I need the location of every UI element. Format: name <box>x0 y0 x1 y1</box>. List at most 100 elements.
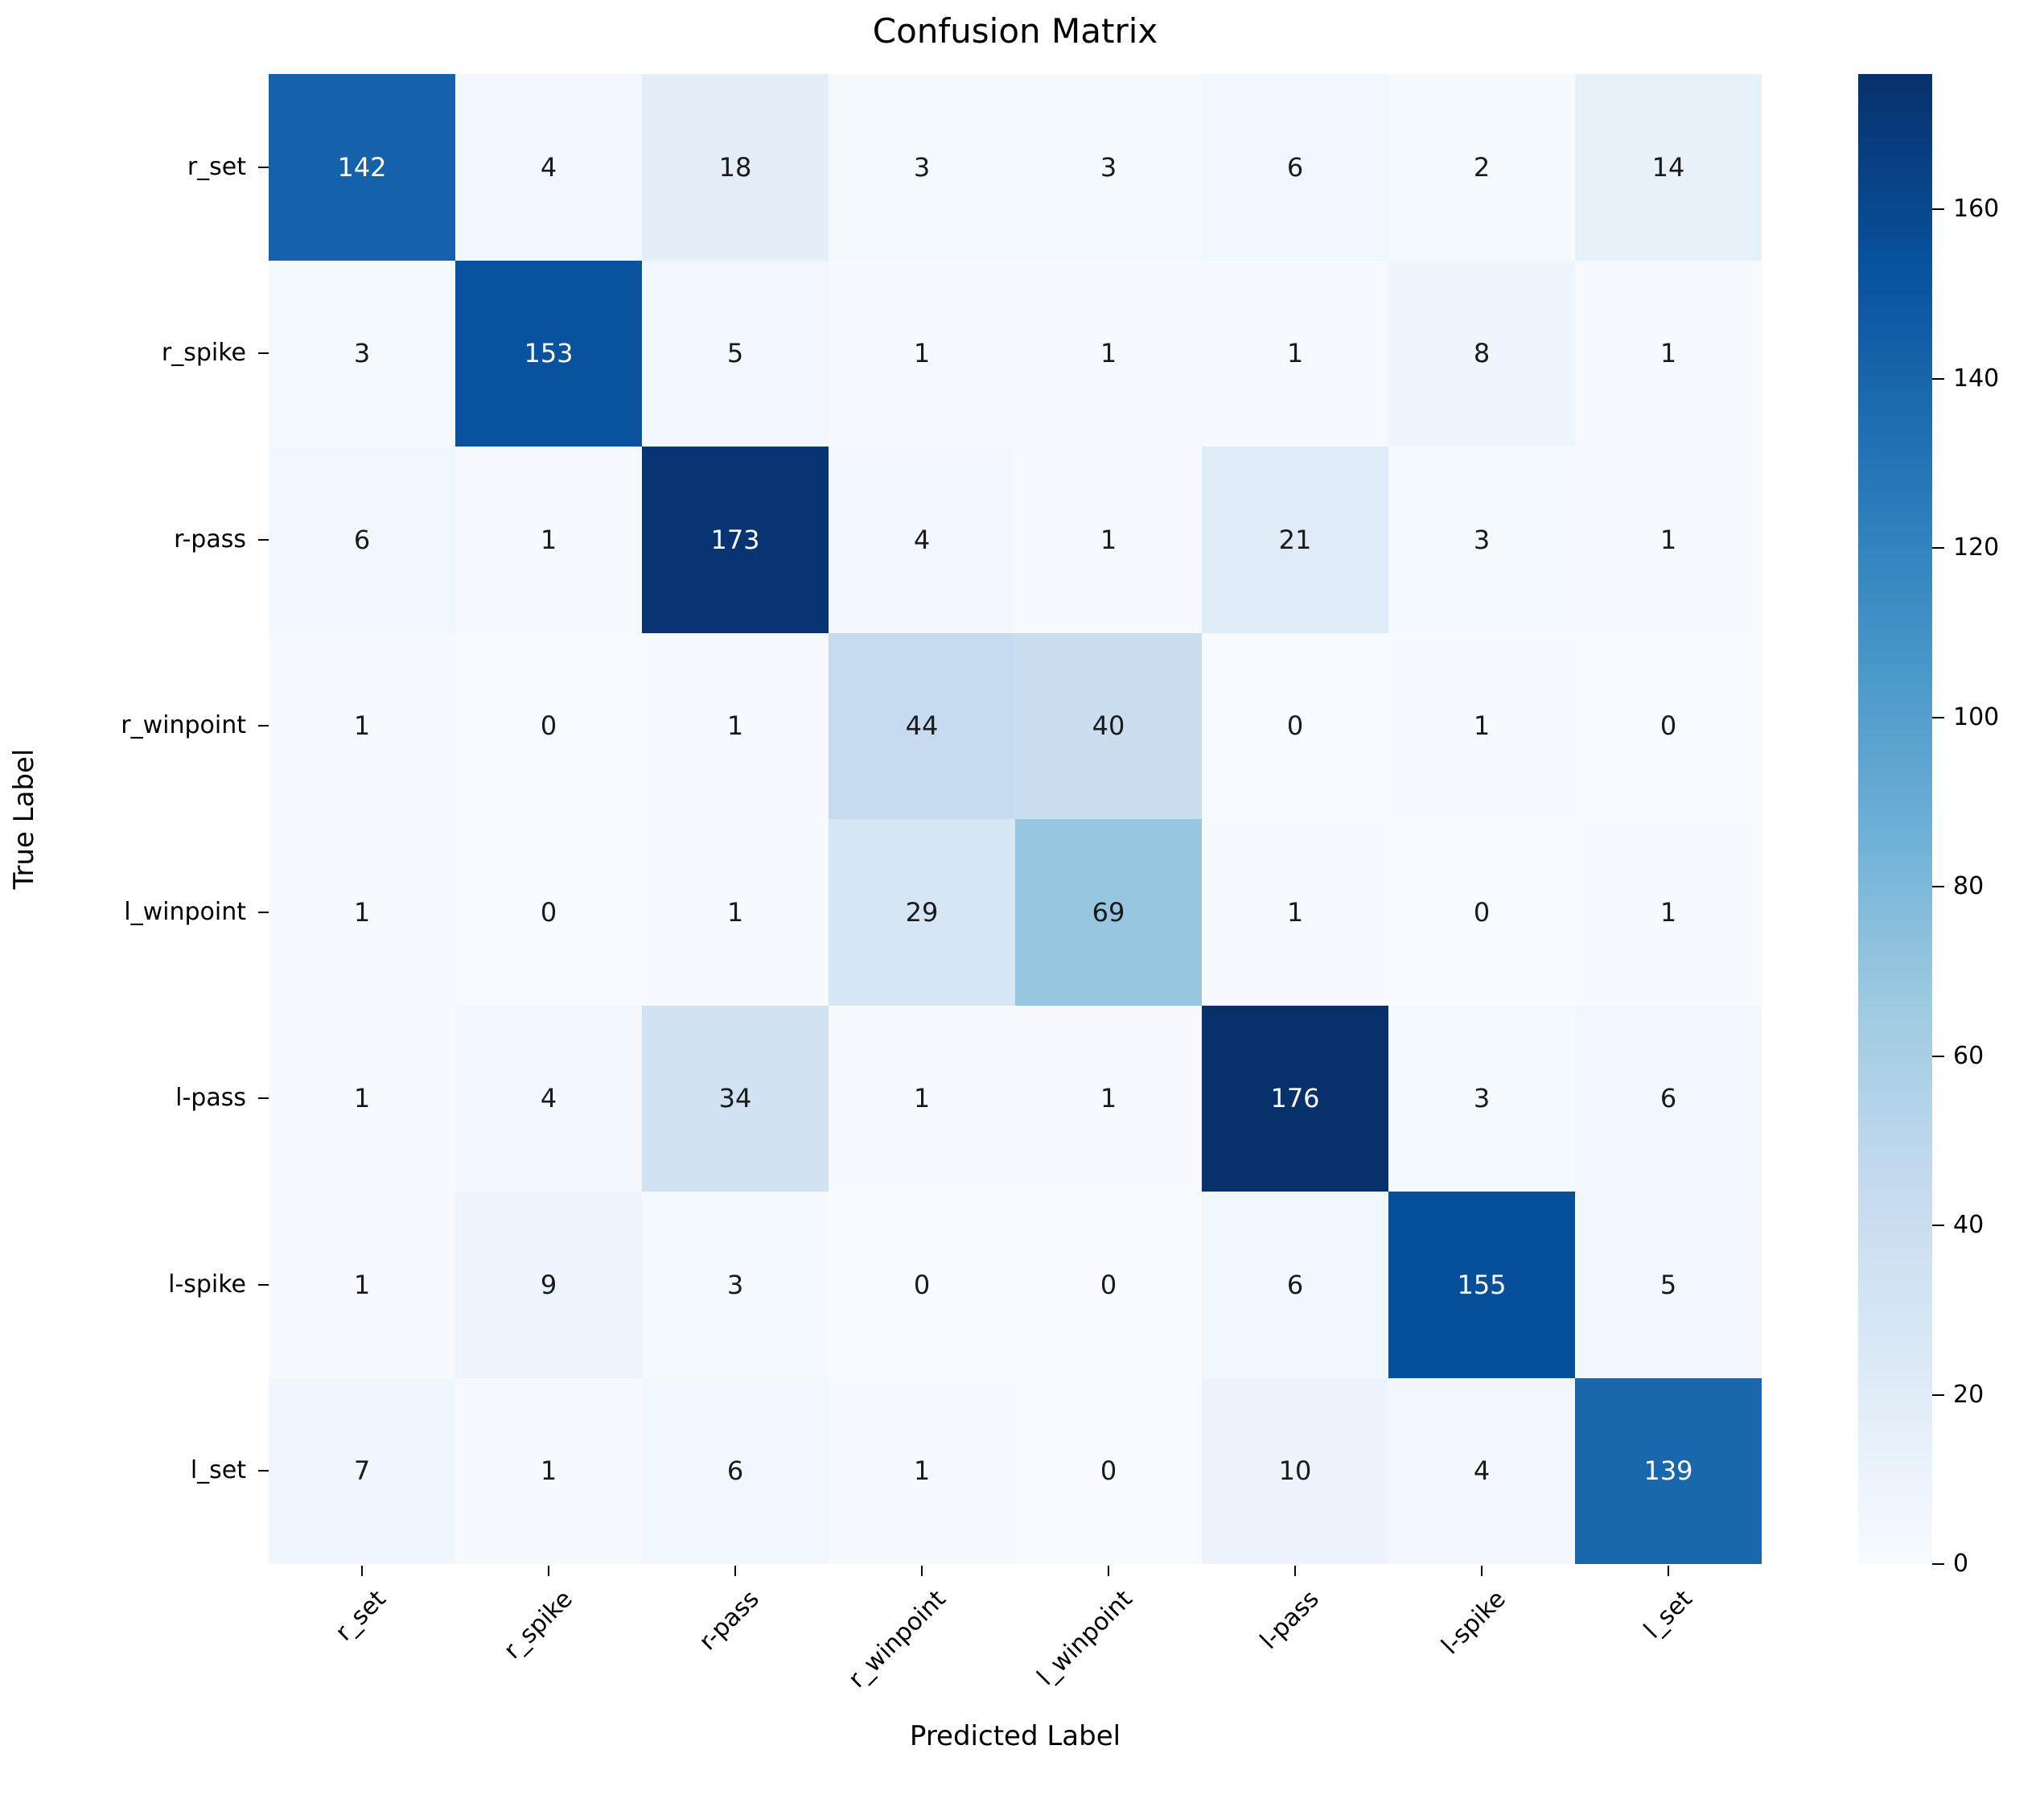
heatmap-cell: 6 <box>642 1377 829 1564</box>
heatmap-cell: 1 <box>1015 1005 1202 1192</box>
colorbar-tick-label: 100 <box>1953 702 2000 731</box>
colorbar-tick-mark <box>1932 1225 1944 1227</box>
heatmap-cell: 139 <box>1575 1377 1762 1564</box>
heatmap-cell: 3 <box>1388 447 1575 633</box>
heatmap-cell: 4 <box>1388 1377 1575 1564</box>
heatmap-cell: 1 <box>642 632 829 819</box>
x-axis-label: Predicted Label <box>909 1720 1121 1752</box>
x-tick-mark <box>921 1566 923 1576</box>
y-tick-mark <box>258 352 269 355</box>
y-tick-label: l_winpoint <box>124 897 246 926</box>
heatmap-cell: 1 <box>1202 260 1388 447</box>
heatmap-cell: 5 <box>1575 1192 1762 1378</box>
heatmap-cell: 6 <box>1202 1192 1388 1378</box>
heatmap-cell: 3 <box>1388 1005 1575 1192</box>
colorbar-tick-mark <box>1932 1563 1944 1565</box>
x-tick-mark <box>548 1566 549 1576</box>
heatmap-cell: 3 <box>829 74 1015 261</box>
x-tick-label: r_set <box>330 1585 392 1647</box>
heatmap-cell: 142 <box>269 74 455 261</box>
colorbar-tick-label: 80 <box>1953 872 1984 901</box>
heatmap-cell: 1 <box>269 1192 455 1378</box>
heatmap-cell: 1 <box>1575 447 1762 633</box>
y-tick-mark <box>258 1470 269 1472</box>
heatmap-cell: 1 <box>1575 260 1762 447</box>
heatmap-cell: 1 <box>829 260 1015 447</box>
x-tick-label: l_set <box>1639 1585 1698 1645</box>
x-tick-label: l-spike <box>1436 1585 1511 1661</box>
heatmap-cell: 34 <box>642 1005 829 1192</box>
colorbar-tick-mark <box>1932 1393 1944 1396</box>
colorbar-tick-mark <box>1932 377 1944 380</box>
heatmap-cell: 6 <box>1202 74 1388 261</box>
heatmap-cell: 3 <box>269 260 455 447</box>
x-tick-mark <box>1294 1566 1296 1576</box>
colorbar-tick-mark <box>1932 547 1944 550</box>
y-tick-label: r_spike <box>161 339 246 368</box>
heatmap-cell: 173 <box>642 447 829 633</box>
y-tick-label: l-pass <box>175 1084 246 1113</box>
heatmap-cell: 1 <box>1015 447 1202 633</box>
x-tick-mark <box>361 1566 363 1576</box>
heatmap-cell: 8 <box>1388 260 1575 447</box>
heatmap-cell: 3 <box>642 1192 829 1378</box>
y-tick-label: r-pass <box>174 525 246 554</box>
colorbar-tick-label: 0 <box>1953 1550 1969 1578</box>
y-tick-label: r_set <box>187 152 246 181</box>
heatmap-grid: 142 4 18 3 3 6 2 14 3 153 5 1 1 1 8 1 6 1 173 4 1 21 3 1 1 0 1 44 40… <box>269 74 1762 1564</box>
heatmap-cell: 1 <box>269 632 455 819</box>
heatmap-cell: 0 <box>455 632 642 819</box>
colorbar-tick-mark <box>1932 1055 1944 1057</box>
colorbar-tick-label: 140 <box>1953 364 2000 393</box>
heatmap-cell: 4 <box>455 1005 642 1192</box>
heatmap-cell: 1 <box>829 1005 1015 1192</box>
y-tick-mark <box>258 1283 269 1286</box>
heatmap-cell: 44 <box>829 632 1015 819</box>
heatmap-cell: 1 <box>1575 819 1762 1006</box>
heatmap-cell: 176 <box>1202 1005 1388 1192</box>
heatmap-cell: 1 <box>1015 260 1202 447</box>
heatmap-cell: 1 <box>269 819 455 1006</box>
heatmap-cell: 7 <box>269 1377 455 1564</box>
heatmap-cell: 1 <box>269 1005 455 1192</box>
heatmap-cell: 4 <box>829 447 1015 633</box>
x-tick-label: r_spike <box>498 1585 578 1665</box>
y-tick-label: l_set <box>190 1456 246 1485</box>
x-tick-mark <box>1481 1566 1483 1576</box>
colorbar-tick-label: 20 <box>1953 1380 1984 1409</box>
x-tick-label: l-pass <box>1254 1585 1325 1655</box>
heatmap-cell: 9 <box>455 1192 642 1378</box>
heatmap-cell: 14 <box>1575 74 1762 261</box>
colorbar <box>1858 74 1932 1564</box>
heatmap-cell: 1 <box>455 1377 642 1564</box>
y-tick-mark <box>258 911 269 913</box>
heatmap-cell: 0 <box>1388 819 1575 1006</box>
heatmap-cell: 21 <box>1202 447 1388 633</box>
y-axis-label: True Label <box>8 748 40 890</box>
heatmap-cell: 18 <box>642 74 829 261</box>
heatmap-cell: 69 <box>1015 819 1202 1006</box>
heatmap-cell: 155 <box>1388 1192 1575 1378</box>
heatmap-cell: 4 <box>455 74 642 261</box>
heatmap-cell: 0 <box>1015 1377 1202 1564</box>
heatmap-cell: 0 <box>455 819 642 1006</box>
colorbar-tick-label: 40 <box>1953 1211 1984 1240</box>
colorbar-tick-mark <box>1932 208 1944 211</box>
y-tick-mark <box>258 538 269 541</box>
heatmap-cell: 6 <box>1575 1005 1762 1192</box>
heatmap-cell: 0 <box>1202 632 1388 819</box>
colorbar-tick-label: 60 <box>1953 1041 1984 1070</box>
heatmap-cell: 1 <box>1202 819 1388 1006</box>
y-tick-mark <box>258 1097 269 1100</box>
y-tick-label: l-spike <box>168 1270 246 1299</box>
heatmap-cell: 5 <box>642 260 829 447</box>
colorbar-tick-mark <box>1932 886 1944 888</box>
x-tick-mark <box>1108 1566 1109 1576</box>
y-tick-mark <box>258 166 269 168</box>
heatmap-cell: 2 <box>1388 74 1575 261</box>
x-tick-mark <box>734 1566 736 1576</box>
heatmap-cell: 3 <box>1015 74 1202 261</box>
heatmap-cell: 40 <box>1015 632 1202 819</box>
x-tick-mark <box>1668 1566 1669 1576</box>
